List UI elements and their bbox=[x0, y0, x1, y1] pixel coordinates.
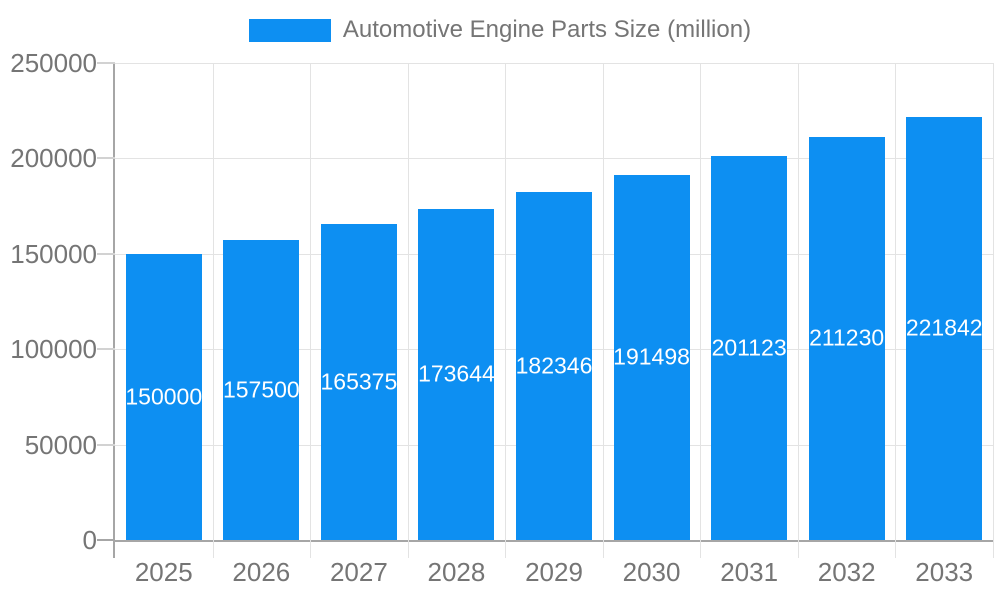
legend-swatch bbox=[248, 18, 331, 42]
legend-label: Automotive Engine Parts Size (million) bbox=[342, 16, 752, 43]
x-axis-label: 2027 bbox=[329, 557, 388, 587]
y-gridline bbox=[115, 63, 993, 64]
bar-value-label: 173644 bbox=[418, 360, 495, 387]
bar-2030[interactable]: 191498 bbox=[613, 174, 690, 540]
x-gridline bbox=[602, 63, 604, 558]
x-gridline bbox=[993, 63, 994, 558]
y-axis-label: 0 bbox=[82, 525, 97, 555]
x-gridline bbox=[505, 63, 507, 558]
bar-value-label: 221842 bbox=[906, 314, 983, 341]
y-axis-line bbox=[113, 63, 115, 558]
bar-2026[interactable]: 157500 bbox=[223, 239, 300, 540]
bar-value-label: 201123 bbox=[711, 334, 787, 361]
bar-value-label: 150000 bbox=[125, 383, 202, 410]
x-axis-label: 2026 bbox=[232, 557, 291, 587]
y-axis-tick bbox=[97, 62, 115, 64]
y-axis-tick bbox=[97, 443, 115, 446]
y-axis-label: 100000 bbox=[10, 334, 97, 365]
y-gridline bbox=[115, 158, 993, 160]
bar-value-label: 191498 bbox=[613, 343, 690, 370]
x-gridline bbox=[212, 63, 214, 558]
bar-value-label: 211230 bbox=[809, 324, 885, 351]
x-axis-label: 2033 bbox=[915, 557, 974, 587]
bar-value-label: 182346 bbox=[516, 352, 592, 379]
bar-value-label: 157500 bbox=[223, 376, 300, 403]
x-gridline bbox=[797, 63, 799, 558]
x-gridline bbox=[700, 63, 702, 558]
x-gridline bbox=[407, 63, 409, 558]
x-axis-label: 2032 bbox=[817, 557, 876, 587]
y-axis-label: 150000 bbox=[10, 238, 97, 269]
plot-area: 150000 157500 165375 173644 182346 191498 2011… bbox=[113, 63, 994, 558]
bar-2029[interactable]: 182346 bbox=[516, 192, 592, 540]
y-axis-tick bbox=[97, 157, 115, 160]
x-axis-label: 2025 bbox=[134, 557, 193, 587]
bar-2028[interactable]: 173644 bbox=[418, 208, 495, 540]
x-axis-label: 2029 bbox=[525, 557, 583, 587]
x-axis-label: 2030 bbox=[622, 557, 681, 587]
y-axis-tick bbox=[97, 348, 115, 351]
bar-2033[interactable]: 221842 bbox=[906, 116, 983, 540]
legend[interactable]: Automotive Engine Parts Size (million) bbox=[0, 16, 1000, 44]
bar-value-label: 165375 bbox=[320, 368, 397, 395]
x-axis-label: 2028 bbox=[427, 557, 486, 587]
y-axis-tick bbox=[97, 252, 115, 255]
x-axis-label: 2031 bbox=[720, 557, 779, 587]
y-axis-label: 200000 bbox=[10, 143, 97, 174]
bar-2025[interactable]: 150000 bbox=[125, 253, 202, 540]
bar-2032[interactable]: 211230 bbox=[808, 136, 885, 540]
y-axis-tick bbox=[97, 539, 115, 541]
x-axis-line bbox=[113, 540, 993, 542]
bar-2031[interactable]: 201123 bbox=[711, 156, 788, 540]
x-gridline bbox=[895, 63, 897, 558]
y-axis-label: 250000 bbox=[10, 48, 97, 78]
y-axis-label: 50000 bbox=[24, 429, 97, 460]
x-gridline bbox=[310, 63, 312, 558]
bar-2027[interactable]: 165375 bbox=[320, 224, 397, 540]
